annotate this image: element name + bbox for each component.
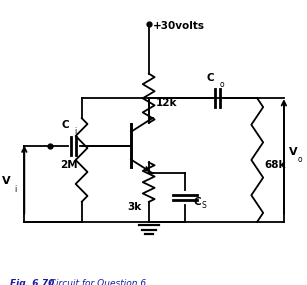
Text: C: C — [62, 120, 70, 130]
Text: C: C — [206, 72, 214, 83]
Text: 12k: 12k — [156, 98, 177, 108]
Text: S: S — [202, 201, 207, 210]
Text: C: C — [193, 198, 201, 207]
Text: 3k: 3k — [127, 202, 141, 212]
Text: o: o — [298, 156, 302, 164]
Text: i: i — [14, 185, 17, 194]
Text: V: V — [289, 147, 297, 157]
Text: 68k: 68k — [264, 160, 286, 170]
Text: V: V — [2, 176, 11, 186]
Text: Fig. 6.70: Fig. 6.70 — [10, 279, 55, 285]
Text: o: o — [220, 80, 224, 89]
Text: i: i — [75, 127, 77, 136]
Text: Circuit for Question 6: Circuit for Question 6 — [44, 279, 146, 285]
Text: 2M: 2M — [60, 160, 77, 170]
Text: +30volts: +30volts — [153, 21, 205, 31]
